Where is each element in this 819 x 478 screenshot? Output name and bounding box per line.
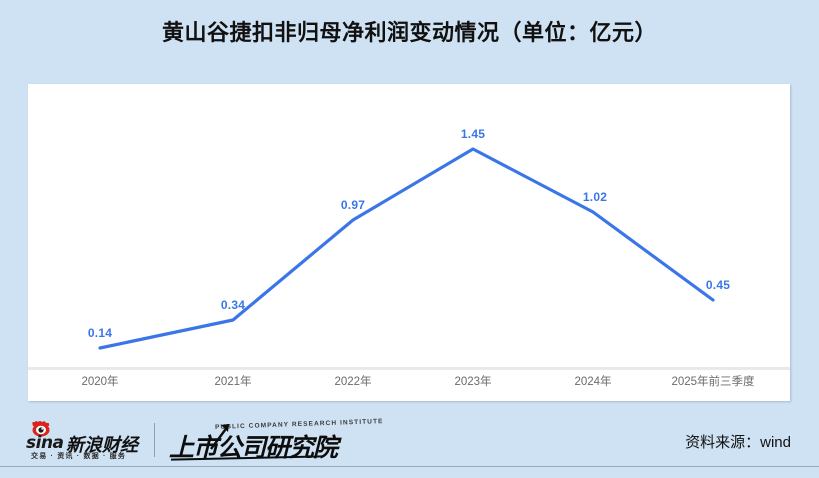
chart-panel: 0.14 0.34 0.97 1.45 1.02 0.45 2020年 2021… xyxy=(28,84,790,401)
sina-tagline: 交易 · 资讯 · 数据 · 服务 xyxy=(31,453,127,460)
value-label: 0.34 xyxy=(220,298,246,312)
value-label: 0.97 xyxy=(340,198,366,212)
line-chart-svg xyxy=(28,147,790,370)
brand-divider xyxy=(154,423,155,457)
institute-logo: PUBLIC COMPANY RESEARCH INSTITUTE 上市公司研究… xyxy=(169,418,384,462)
plot-area: 0.14 0.34 0.97 1.45 1.02 0.45 2020年 2021… xyxy=(28,84,790,401)
upward-arrow-icon xyxy=(210,424,229,450)
value-label: 1.45 xyxy=(460,127,486,141)
source-note: 资料来源：wind xyxy=(685,434,791,451)
footer-divider xyxy=(0,466,819,467)
value-label: 0.45 xyxy=(705,278,731,292)
drop-lines-group xyxy=(99,149,714,368)
x-axis-label: 2024年 xyxy=(574,376,612,388)
value-label: 0.14 xyxy=(87,326,113,340)
x-axis-label: 2022年 xyxy=(334,376,372,388)
sina-wordmark: sina xyxy=(26,433,64,453)
page-title: 黄山谷捷扣非归母净利润变动情况（单位：亿元） xyxy=(161,20,657,45)
x-axis-label: 2023年 xyxy=(454,376,492,388)
sina-eye-icon xyxy=(32,421,50,437)
footer: sina 新浪财经 交易 · 资讯 · 数据 · 服务 PUBLIC COMPA… xyxy=(0,401,819,478)
brand-block: sina 新浪财经 交易 · 资讯 · 数据 · 服务 PUBLIC COMPA… xyxy=(26,418,384,462)
sina-name: 新浪财经 xyxy=(66,435,138,455)
x-axis-label: 2020年 xyxy=(81,376,119,388)
data-series-line xyxy=(98,147,715,350)
value-label: 1.02 xyxy=(582,190,608,204)
x-axis-label: 2021年 xyxy=(214,376,252,388)
sina-finance-logo: sina 新浪财经 交易 · 资讯 · 数据 · 服务 xyxy=(26,420,138,460)
x-axis-label: 2025年前三季度 xyxy=(671,376,755,388)
